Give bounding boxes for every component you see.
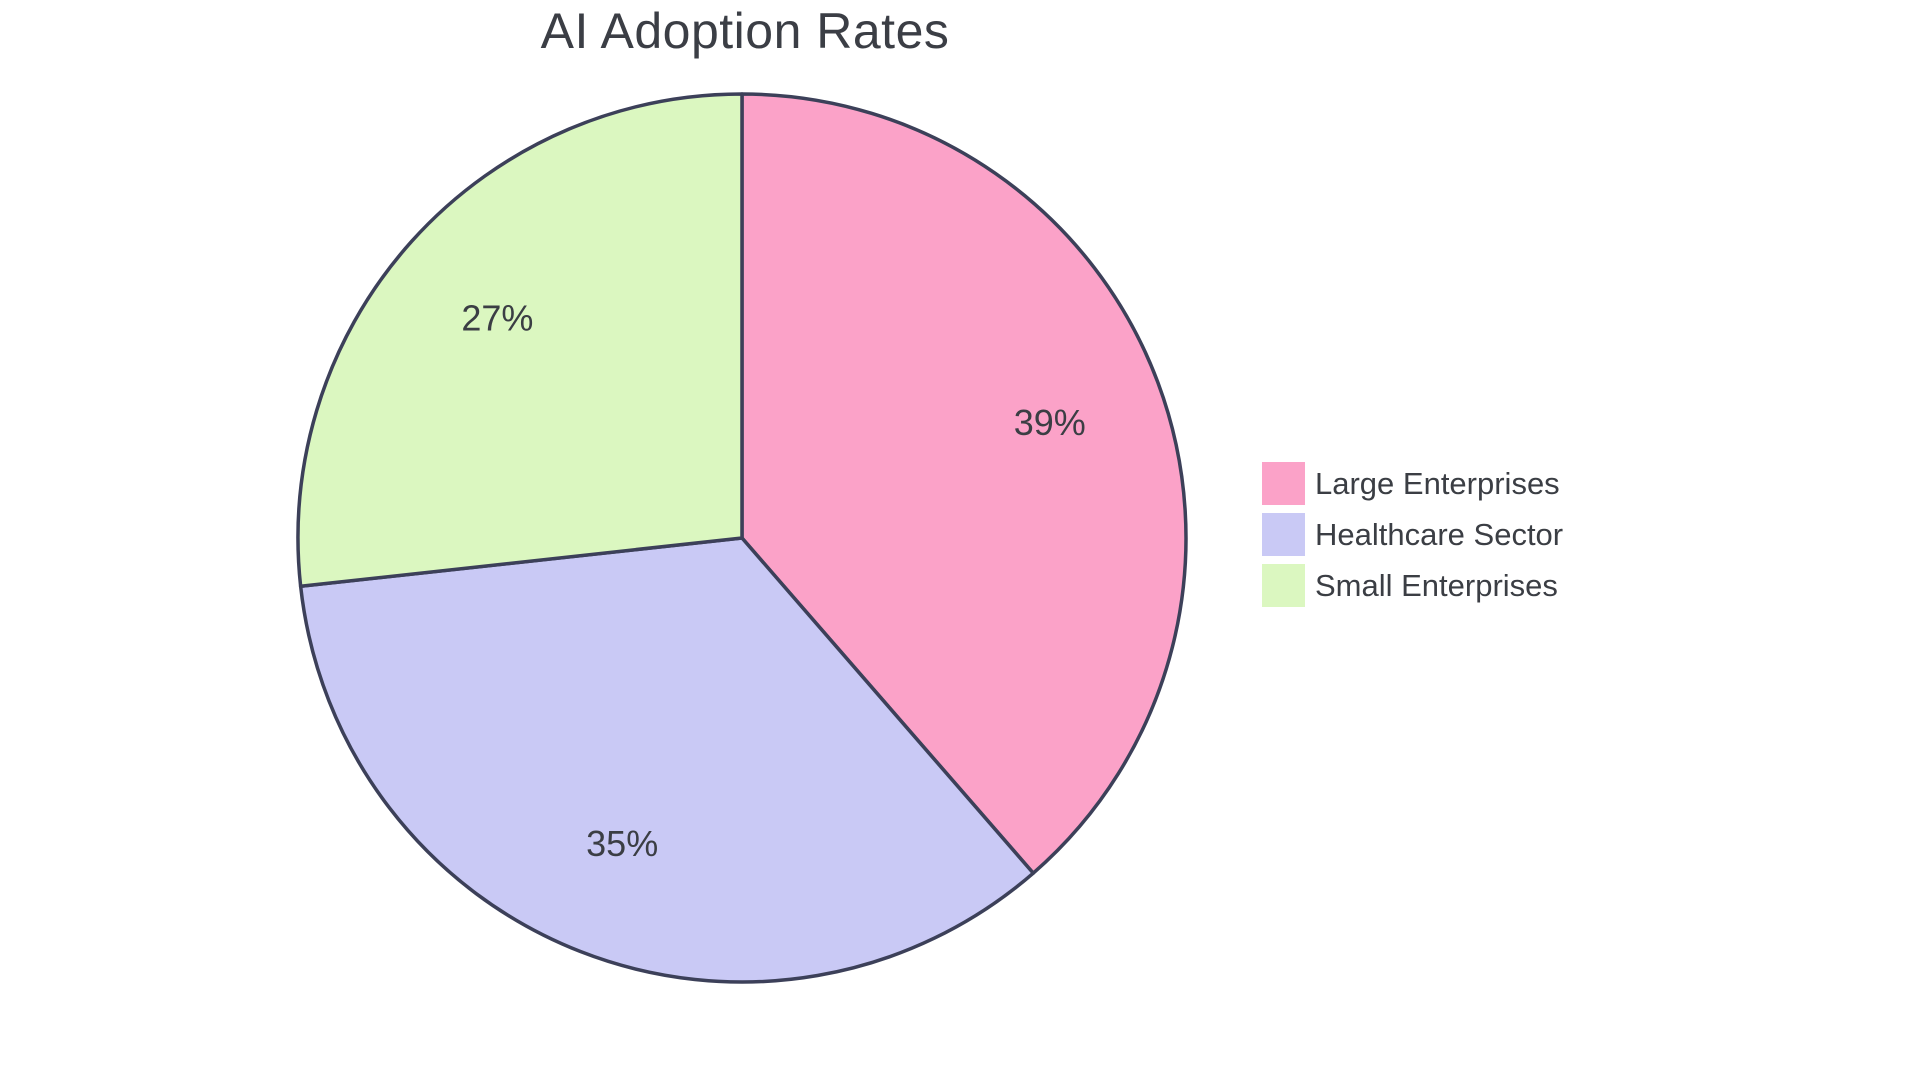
legend-swatch-healthcare-sector xyxy=(1262,513,1305,556)
legend: Large Enterprises Healthcare Sector Smal… xyxy=(1262,462,1563,607)
percent-label-small-enterprises: 27% xyxy=(461,298,533,339)
legend-label: Healthcare Sector xyxy=(1315,516,1564,552)
legend-label: Large Enterprises xyxy=(1315,465,1560,501)
chart-title: AI Adoption Rates xyxy=(540,3,950,59)
percent-label-healthcare-sector: 35% xyxy=(586,823,658,864)
legend-item-large-enterprises[interactable]: Large Enterprises xyxy=(1262,462,1563,505)
pie-slice-small-enterprises[interactable] xyxy=(296,92,744,588)
pie-slice-healthcare-sector[interactable] xyxy=(298,536,1035,984)
legend-item-healthcare-sector[interactable]: Healthcare Sector xyxy=(1262,513,1563,556)
pie-slice-large-enterprises[interactable] xyxy=(740,92,1188,875)
legend-label: Small Enterprises xyxy=(1315,567,1558,603)
legend-item-small-enterprises[interactable]: Small Enterprises xyxy=(1262,564,1563,607)
percent-label-large-enterprises: 39% xyxy=(1014,402,1086,443)
legend-swatch-large-enterprises xyxy=(1262,462,1305,505)
legend-swatch-small-enterprises xyxy=(1262,564,1305,607)
